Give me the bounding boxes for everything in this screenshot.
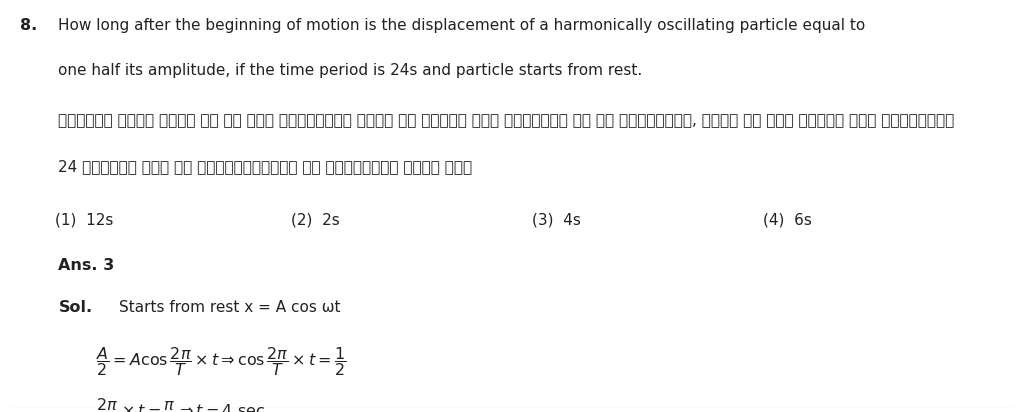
Text: $\dfrac{A}{2} = A\cos\dfrac{2\pi}{T} \times t \Rightarrow \cos\dfrac{2\pi}{T} \t: $\dfrac{A}{2} = A\cos\dfrac{2\pi}{T} \ti…: [95, 345, 346, 378]
Text: (4)  6s: (4) 6s: [763, 212, 812, 227]
Text: (1)  12s: (1) 12s: [55, 212, 114, 227]
Text: (3)  4s: (3) 4s: [532, 212, 581, 227]
Text: How long after the beginning of motion is the displacement of a harmonically osc: How long after the beginning of motion i…: [58, 18, 865, 33]
Text: $\dfrac{2\pi}{24} \times t = \dfrac{\pi}{3} \Rightarrow t = 4\ \mathrm{sec}$: $\dfrac{2\pi}{24} \times t = \dfrac{\pi}…: [95, 396, 264, 412]
Text: आवर्ती दोलन करते कण की गति प्रारम्भ होने के कितने समय पश्चात् कण का विस्थापन, आय: आवर्ती दोलन करते कण की गति प्रारम्भ होने…: [58, 113, 954, 128]
Text: Starts from rest x = A cos ωt: Starts from rest x = A cos ωt: [119, 300, 340, 315]
Text: (2)  2s: (2) 2s: [291, 212, 340, 227]
Text: Sol.: Sol.: [58, 300, 92, 315]
Text: 8.: 8.: [20, 18, 38, 33]
Text: one half its amplitude, if the time period is 24s and particle starts from rest.: one half its amplitude, if the time peri…: [58, 63, 643, 78]
Text: 24 सेकण्ड तथा कण स्थिरावस्था से प्रारम्भ होता है।: 24 सेकण्ड तथा कण स्थिरावस्था से प्रारम्भ…: [58, 159, 472, 175]
Text: Ans. 3: Ans. 3: [58, 258, 115, 274]
